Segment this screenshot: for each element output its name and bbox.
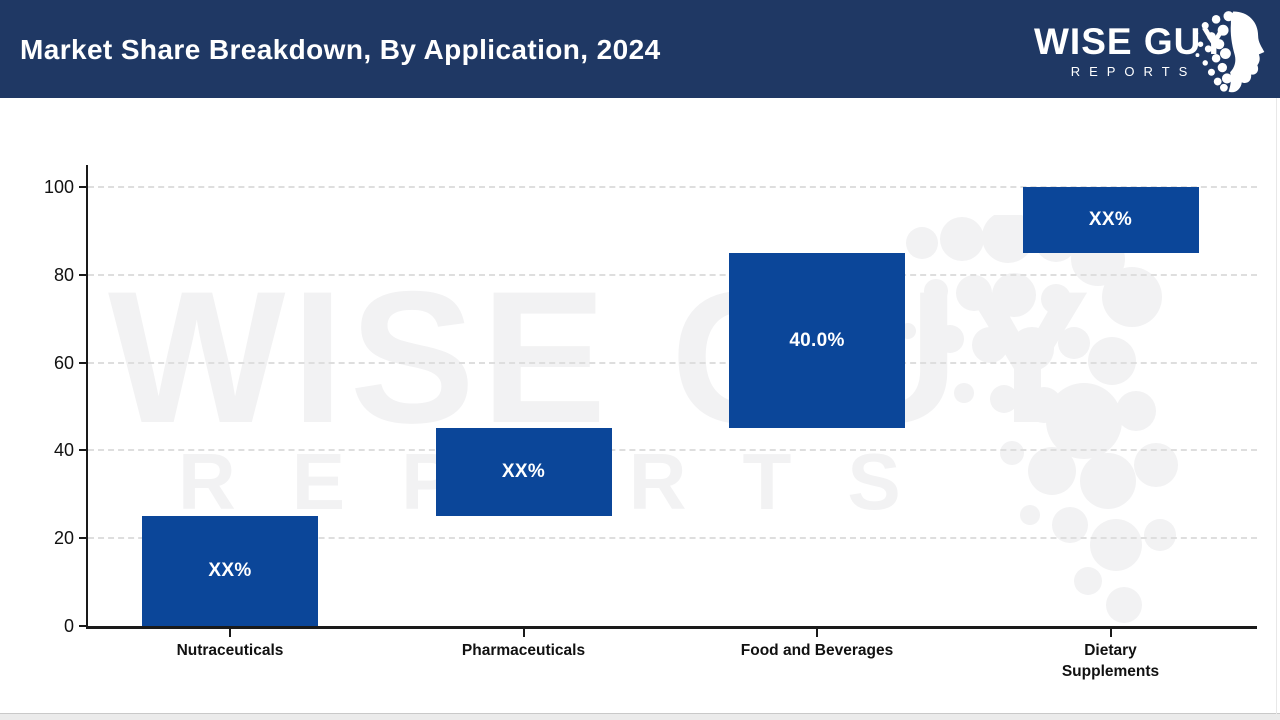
- y-tick-label: 60: [53, 352, 74, 373]
- gridline-100: [88, 186, 1257, 188]
- y-tick-label: 100: [43, 177, 74, 197]
- logo-subtitle: REPORTS: [1070, 64, 1197, 79]
- bar-value-label: XX%: [208, 560, 252, 582]
- wise-guy-reports-logo: WISE GUY REPORTS: [1016, 8, 1266, 94]
- bottom-edge-strip: [0, 713, 1280, 720]
- logo-text: WISE GUY REPORTS: [1034, 21, 1228, 80]
- gridline-20: [88, 537, 1257, 540]
- watermark-face-dots: [900, 215, 1178, 623]
- bar-value-label: 40.0%: [789, 329, 845, 351]
- y-tick-label: 20: [53, 528, 74, 549]
- chart-title: Market Share Breakdown, By Application, …: [20, 34, 661, 65]
- logo-wordmark: WISE GUY: [1034, 21, 1228, 62]
- logo-face-icon: [1193, 11, 1265, 93]
- y-tick-40: [79, 449, 87, 452]
- gridline-40: [88, 449, 1257, 452]
- y-tick-label: 0: [63, 616, 74, 636]
- y-axis-line: [86, 165, 88, 628]
- x-tick-3: [1109, 629, 1112, 637]
- bar-nutraceuticals: XX%: [142, 516, 318, 626]
- y-tick-20: [79, 537, 87, 540]
- category-label: Food and Beverages: [740, 642, 894, 659]
- x-axis-line: [86, 626, 1257, 629]
- right-edge-line: [1276, 98, 1277, 714]
- x-tick-2: [816, 629, 818, 637]
- category-label: Nutraceuticals: [176, 642, 284, 659]
- x-tick-0: [229, 629, 231, 637]
- y-tick-80: [79, 273, 87, 276]
- y-tick-label: 80: [53, 264, 74, 285]
- bar-dietary-supplements: XX%: [1022, 187, 1199, 253]
- gridline-80: [88, 273, 1257, 276]
- y-tick-100: [79, 186, 87, 188]
- y-tick-60: [79, 361, 87, 364]
- category-label: Dietary Supplements: [1061, 642, 1160, 680]
- gridline-60: [88, 361, 1257, 364]
- watermark-wiseguy-text: WISE GUY: [108, 272, 1097, 442]
- bar-food-and-beverages: 40.0%: [729, 252, 905, 429]
- y-tick-label: 40: [53, 440, 74, 461]
- header-bar: Market Share Breakdown, By Application, …: [0, 0, 1280, 98]
- bar-value-label: XX%: [501, 461, 546, 483]
- bar-pharmaceuticals: XX%: [435, 428, 612, 517]
- x-tick-1: [522, 629, 525, 637]
- category-label: Pharmaceuticals: [461, 642, 586, 659]
- y-tick-0: [79, 625, 87, 627]
- bar-value-label: XX%: [1088, 208, 1133, 230]
